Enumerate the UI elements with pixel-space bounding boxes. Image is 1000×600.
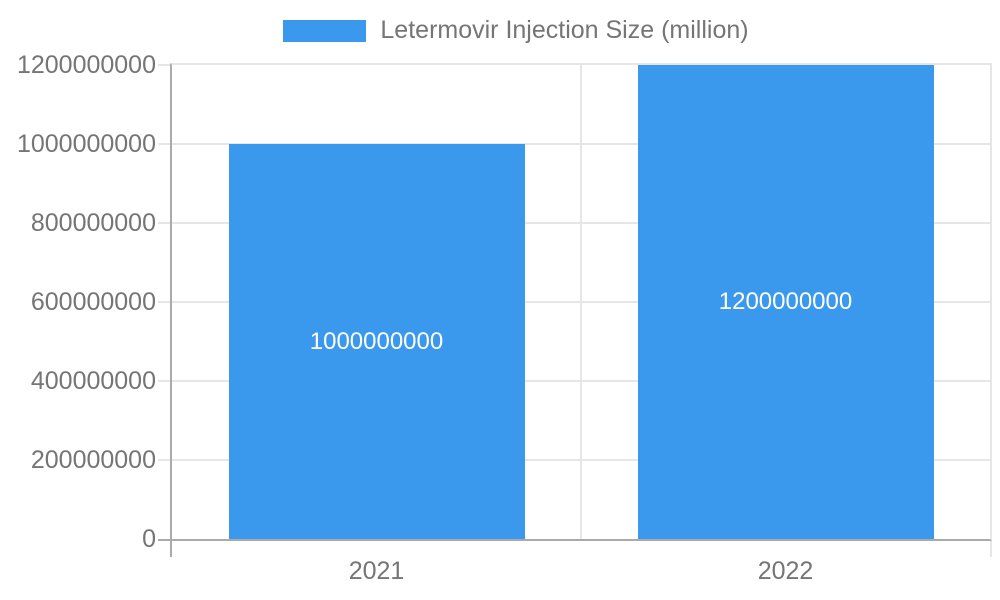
y-tick-label: 800000000 <box>30 209 156 237</box>
gridline <box>580 65 582 539</box>
y-tick-label: 400000000 <box>30 367 156 395</box>
x-axis-labels: 2021 2022 <box>172 557 990 591</box>
right-border-extension <box>990 541 992 557</box>
y-tick-label: 0 <box>142 525 156 553</box>
legend-swatch <box>283 19 367 42</box>
y-tick-mark <box>158 222 170 224</box>
y-tick-mark <box>158 301 170 303</box>
y-tick-mark <box>158 539 170 541</box>
y-tick-label: 1200000000 <box>16 51 156 79</box>
plot-area: 1000000000 1200000000 <box>158 63 992 557</box>
chart-legend[interactable]: Letermovir Injection Size (million) <box>16 16 1000 45</box>
x-tick-label: 2022 <box>757 557 814 585</box>
bar-value-label: 1000000000 <box>309 327 444 355</box>
y-tick-mark <box>158 459 170 461</box>
y-tick-label: 1000000000 <box>16 130 156 158</box>
y-tick-label: 600000000 <box>30 288 156 316</box>
bar-2021[interactable]: 1000000000 <box>228 144 525 539</box>
x-tick-label: 2021 <box>348 557 405 585</box>
bar-2022[interactable]: 1200000000 <box>637 65 934 539</box>
y-tick-mark <box>158 380 170 382</box>
y-tick-mark <box>158 64 170 66</box>
legend-label: Letermovir Injection Size (million) <box>380 16 749 44</box>
y-tick-label: 200000000 <box>30 446 156 474</box>
bar-value-label: 1200000000 <box>718 288 853 315</box>
y-tick-mark <box>158 143 170 145</box>
y-axis-extension <box>170 541 172 557</box>
y-axis-labels: 0 200000000 400000000 600000000 800000000 100… <box>0 52 156 552</box>
